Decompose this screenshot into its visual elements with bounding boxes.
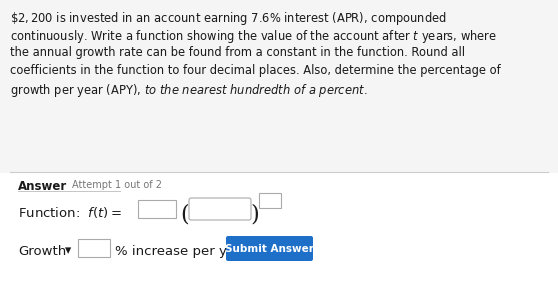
FancyBboxPatch shape [189, 198, 251, 220]
Text: coefficients in the function to four decimal places. Also, determine the percent: coefficients in the function to four dec… [10, 64, 501, 77]
FancyBboxPatch shape [259, 193, 281, 208]
Text: continuously. Write a function showing the value of the account after $t$ years,: continuously. Write a function showing t… [10, 28, 497, 45]
Text: (: ( [180, 203, 189, 225]
Text: ): ) [250, 203, 259, 225]
FancyBboxPatch shape [138, 200, 176, 218]
FancyBboxPatch shape [226, 236, 313, 261]
Text: Attempt 1 out of 2: Attempt 1 out of 2 [72, 180, 162, 190]
FancyBboxPatch shape [78, 239, 110, 257]
Bar [0, 0, 558, 173]
Text: $\mathregular{\$2, 200}$ is invested in an account earning 7.6% interest (APR), : $\mathregular{\$2, 200}$ is invested in … [10, 10, 447, 27]
Bar [0, 173, 558, 288]
Text: the annual growth rate can be found from a constant in the function. Round all: the annual growth rate can be found from… [10, 46, 465, 59]
Text: Submit Answer: Submit Answer [225, 243, 314, 253]
Text: Answer: Answer [18, 180, 68, 193]
Text: Function:  $f(t) =$: Function: $f(t) =$ [18, 205, 122, 220]
Text: % increase per year: % increase per year [115, 245, 249, 258]
Text: growth per year (APY), $\it{to\ the\ nearest\ hundredth\ of\ a\ percent.}$: growth per year (APY), $\it{to\ the\ nea… [10, 82, 368, 99]
Text: Growth: Growth [18, 245, 66, 258]
Text: ▾: ▾ [65, 244, 71, 257]
